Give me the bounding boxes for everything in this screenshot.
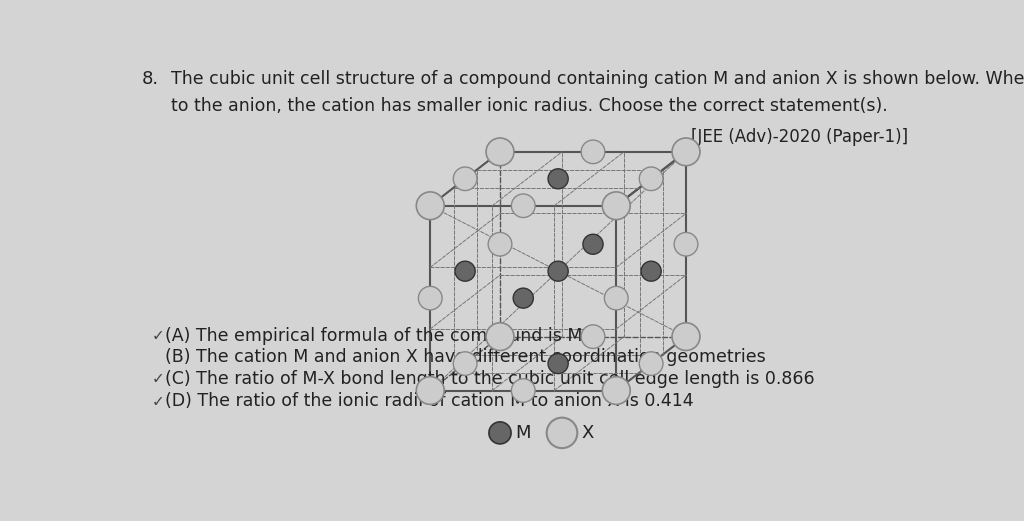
Circle shape xyxy=(417,377,444,404)
Circle shape xyxy=(488,232,512,256)
Circle shape xyxy=(419,287,442,310)
Text: (A) The empirical formula of the compound is MX: (A) The empirical formula of the compoun… xyxy=(165,327,595,345)
Circle shape xyxy=(639,352,663,375)
Circle shape xyxy=(513,288,534,308)
Circle shape xyxy=(455,261,475,281)
Text: (B) The cation M and anion X have different coordination geometries: (B) The cation M and anion X have differ… xyxy=(165,349,766,366)
Text: 8.: 8. xyxy=(142,70,159,88)
Text: The cubic unit cell structure of a compound containing cation M and anion X is s: The cubic unit cell structure of a compo… xyxy=(171,70,1024,115)
Text: [JEE (Adv)-2020 (Paper-1)]: [JEE (Adv)-2020 (Paper-1)] xyxy=(690,128,907,146)
Circle shape xyxy=(488,422,511,444)
Circle shape xyxy=(582,140,605,164)
Text: (D) The ratio of the ionic radii of cation M to anion X is 0.414: (D) The ratio of the ionic radii of cati… xyxy=(165,392,694,411)
Circle shape xyxy=(674,232,698,256)
Circle shape xyxy=(547,418,578,448)
Circle shape xyxy=(511,379,536,402)
Text: M: M xyxy=(515,424,531,442)
Circle shape xyxy=(582,325,605,349)
Circle shape xyxy=(583,234,603,254)
Circle shape xyxy=(548,169,568,189)
Text: ✓: ✓ xyxy=(152,371,164,387)
Text: ✓: ✓ xyxy=(152,328,164,343)
Text: (C) The ratio of M-X bond length to the cubic unit cell edge length is 0.866: (C) The ratio of M-X bond length to the … xyxy=(165,370,815,388)
Circle shape xyxy=(417,192,444,219)
Circle shape xyxy=(486,323,514,351)
Circle shape xyxy=(641,261,662,281)
Circle shape xyxy=(454,352,477,375)
Circle shape xyxy=(602,192,630,219)
Circle shape xyxy=(672,138,700,166)
Circle shape xyxy=(639,167,663,191)
Text: X: X xyxy=(582,424,594,442)
Circle shape xyxy=(511,194,536,218)
Circle shape xyxy=(672,323,700,351)
Circle shape xyxy=(604,287,628,310)
Circle shape xyxy=(486,138,514,166)
Circle shape xyxy=(548,261,568,281)
Text: ✓: ✓ xyxy=(152,394,164,409)
Circle shape xyxy=(602,377,630,404)
Circle shape xyxy=(548,354,568,374)
Circle shape xyxy=(454,167,477,191)
